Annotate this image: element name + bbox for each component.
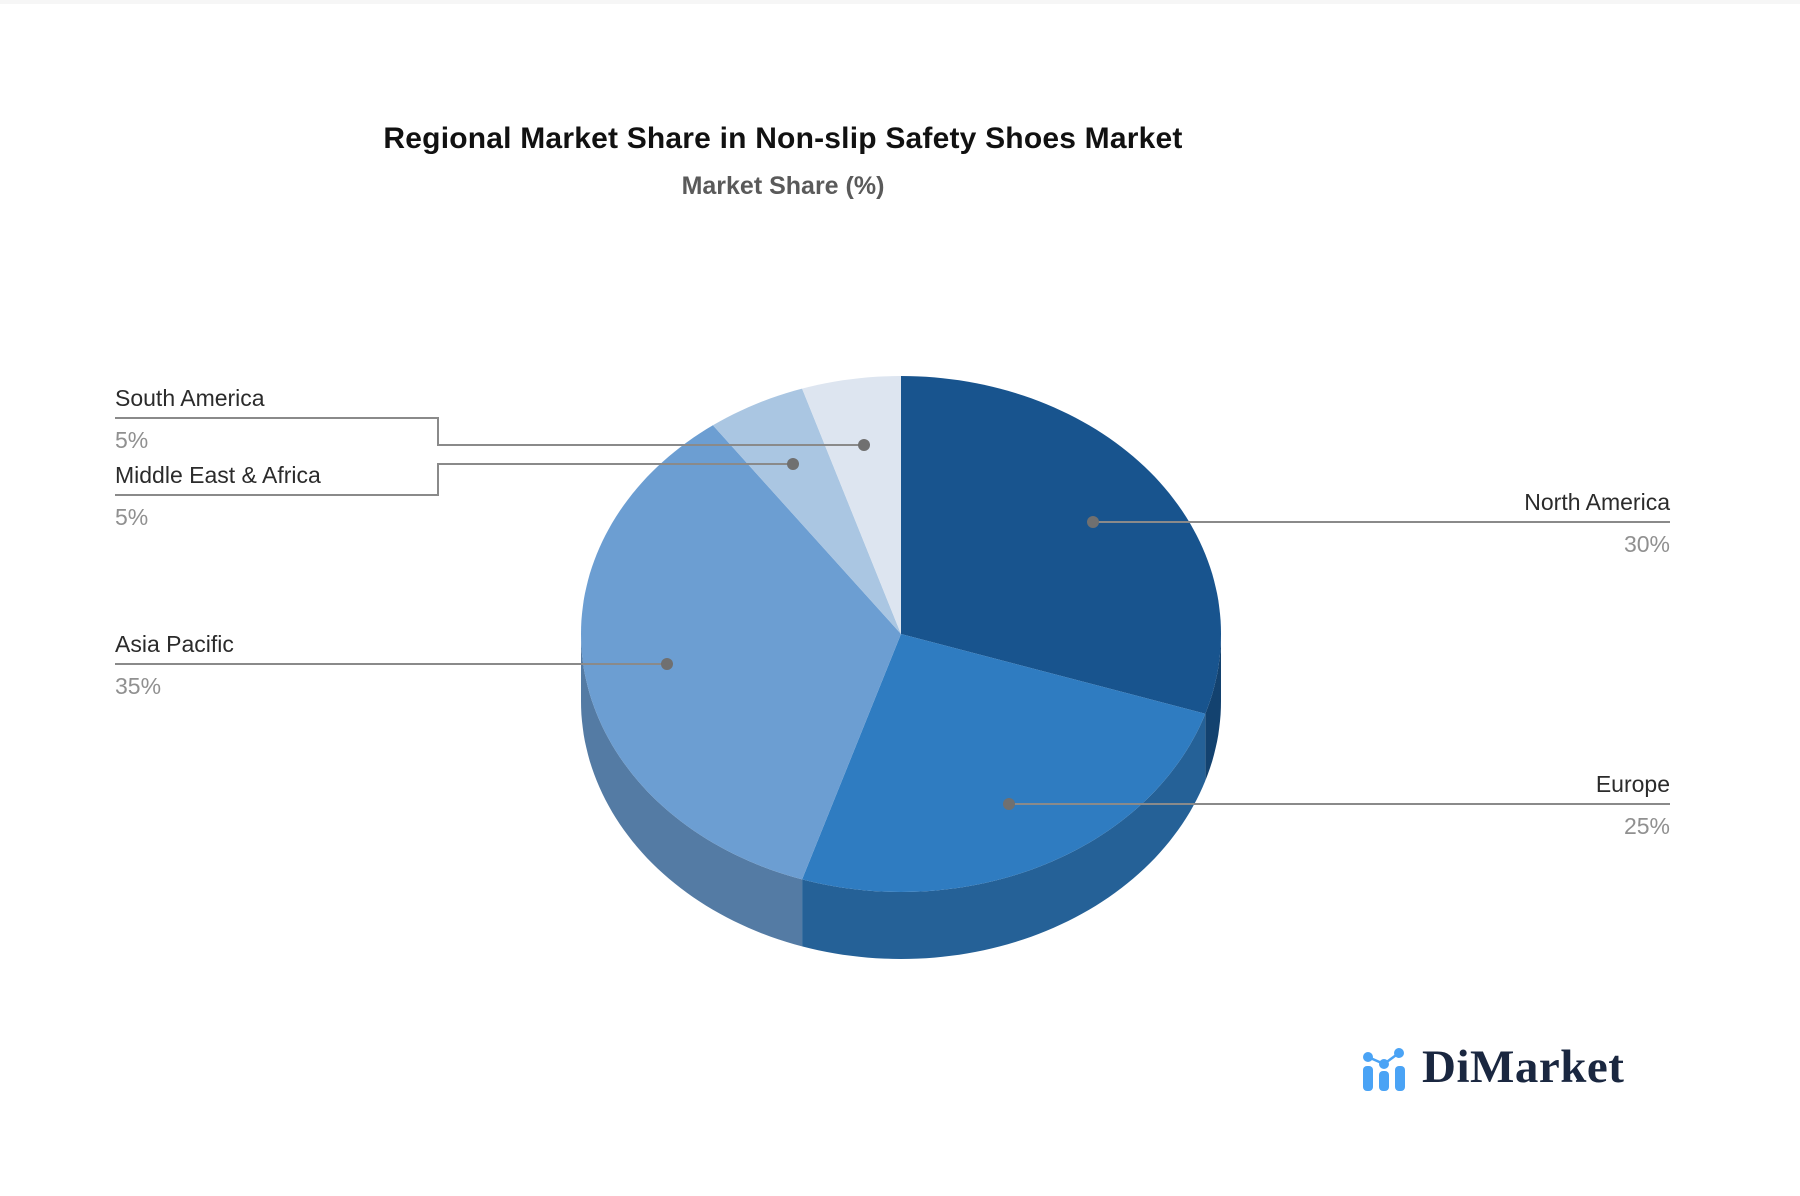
chart-subtitle: Market Share (%): [681, 172, 885, 200]
slice-label-value-middle-east-africa: 5%: [115, 504, 149, 530]
brand-logo-text: DiMarket: [1422, 1041, 1625, 1093]
brand-logo: DiMarket: [1360, 1044, 1624, 1091]
slice-label-value-north-america: 30%: [1623, 531, 1670, 557]
slice-label-name-north-america: North America: [1524, 489, 1670, 515]
pie-slice-side-north-america: [1205, 634, 1221, 781]
pie-slice-middle-east-africa[interactable]: [712, 388, 901, 634]
label-dot-middle-east-africa: [787, 458, 799, 470]
chart-title: Regional Market Share in Non-slip Safety…: [383, 122, 1183, 155]
slice-label-value-asia-pacific: 35%: [115, 673, 162, 699]
label-connector-middle-east-africa: [115, 463, 793, 496]
pie-slice-europe[interactable]: [802, 634, 1206, 892]
label-connector-south-america: [115, 417, 864, 446]
pie-slice-side-asia-pacific: [581, 634, 803, 947]
label-dot-south-america: [858, 439, 870, 451]
slice-label-value-south-america: 5%: [115, 427, 149, 453]
pie-chart-svg: [115, 376, 1670, 959]
bar-chart-icon: [1363, 1047, 1405, 1091]
label-dot-asia-pacific: [661, 658, 673, 670]
slice-label-name-south-america: South America: [115, 385, 265, 411]
slice-label-value-europe: 25%: [1623, 813, 1670, 839]
pie-slice-south-america[interactable]: [802, 376, 901, 634]
slice-label-name-middle-east-africa: Middle East & Africa: [115, 462, 321, 488]
pie-slice-asia-pacific[interactable]: [581, 425, 901, 880]
slice-label-name-europe: Europe: [1595, 771, 1670, 797]
label-dot-europe: [1003, 798, 1015, 810]
pie-slice-north-america[interactable]: [901, 376, 1221, 714]
pie-slice-side-europe: [802, 713, 1206, 959]
label-dot-north-america: [1087, 516, 1099, 528]
slice-label-name-asia-pacific: Asia Pacific: [115, 631, 234, 657]
